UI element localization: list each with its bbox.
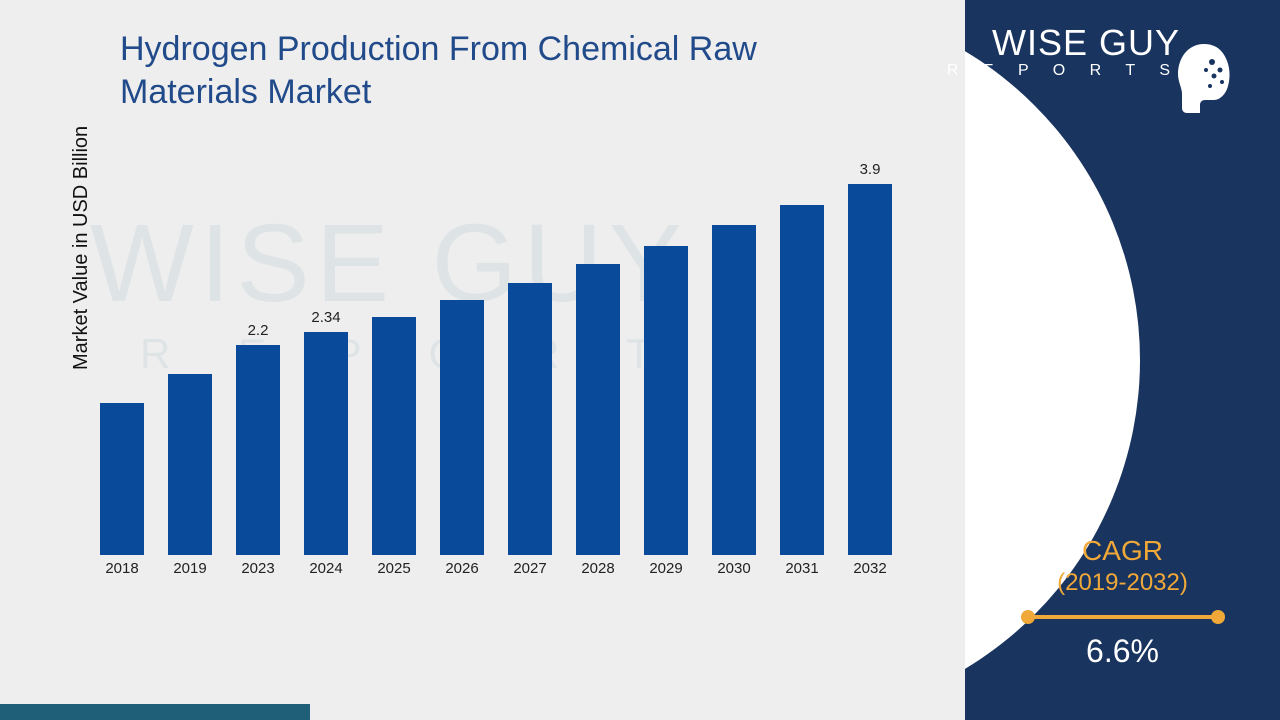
cagr-label: CAGR — [965, 535, 1280, 567]
bar — [372, 317, 416, 555]
x-tick-label: 2031 — [772, 560, 832, 577]
x-tick-label: 2025 — [364, 560, 424, 577]
x-tick-label: 2028 — [568, 560, 628, 577]
bar-value-label: 2.2 — [228, 322, 288, 339]
x-tick-label: 2023 — [228, 560, 288, 577]
chart-title: Hydrogen Production From Chemical Raw Ma… — [120, 28, 820, 113]
cagr-divider — [1028, 615, 1218, 619]
cagr-range: (2019-2032) — [965, 569, 1280, 597]
bar — [712, 225, 756, 555]
bar — [440, 300, 484, 555]
logo-main-text: WISE GUY — [947, 22, 1180, 64]
logo-sub-text: R E P O R T S — [947, 62, 1180, 80]
bar-chart: 2.2 2.34 3.9 2018 2019 2023 2024 2025 2026 2027 2… — [90, 155, 905, 585]
bar — [100, 403, 144, 555]
x-tick-label: 2032 — [840, 560, 900, 577]
x-tick-label: 2029 — [636, 560, 696, 577]
x-tick-label: 2018 — [92, 560, 152, 577]
brand-logo: WISE GUY R E P O R T S — [947, 22, 1250, 80]
bar — [304, 332, 348, 555]
bar-value-label: 3.9 — [840, 161, 900, 178]
bar — [644, 246, 688, 555]
plot-area: 2.2 2.34 3.9 — [90, 155, 905, 555]
x-tick-label: 2030 — [704, 560, 764, 577]
bar — [168, 374, 212, 555]
x-tick-label: 2019 — [160, 560, 220, 577]
cagr-value: 6.6% — [965, 633, 1280, 670]
bar — [508, 283, 552, 555]
bar — [576, 264, 620, 555]
bar-value-label: 2.34 — [296, 309, 356, 326]
bar — [848, 184, 892, 555]
x-tick-label: 2024 — [296, 560, 356, 577]
x-tick-label: 2026 — [432, 560, 492, 577]
x-tick-label: 2027 — [500, 560, 560, 577]
bar — [780, 205, 824, 555]
head-icon — [1173, 42, 1235, 114]
footer-accent-bar — [0, 704, 310, 720]
stage: WISE GUY R E P O R T S Hydrogen Producti… — [0, 0, 1280, 720]
bar — [236, 345, 280, 555]
cagr-block: CAGR (2019-2032) 6.6% — [965, 535, 1280, 670]
